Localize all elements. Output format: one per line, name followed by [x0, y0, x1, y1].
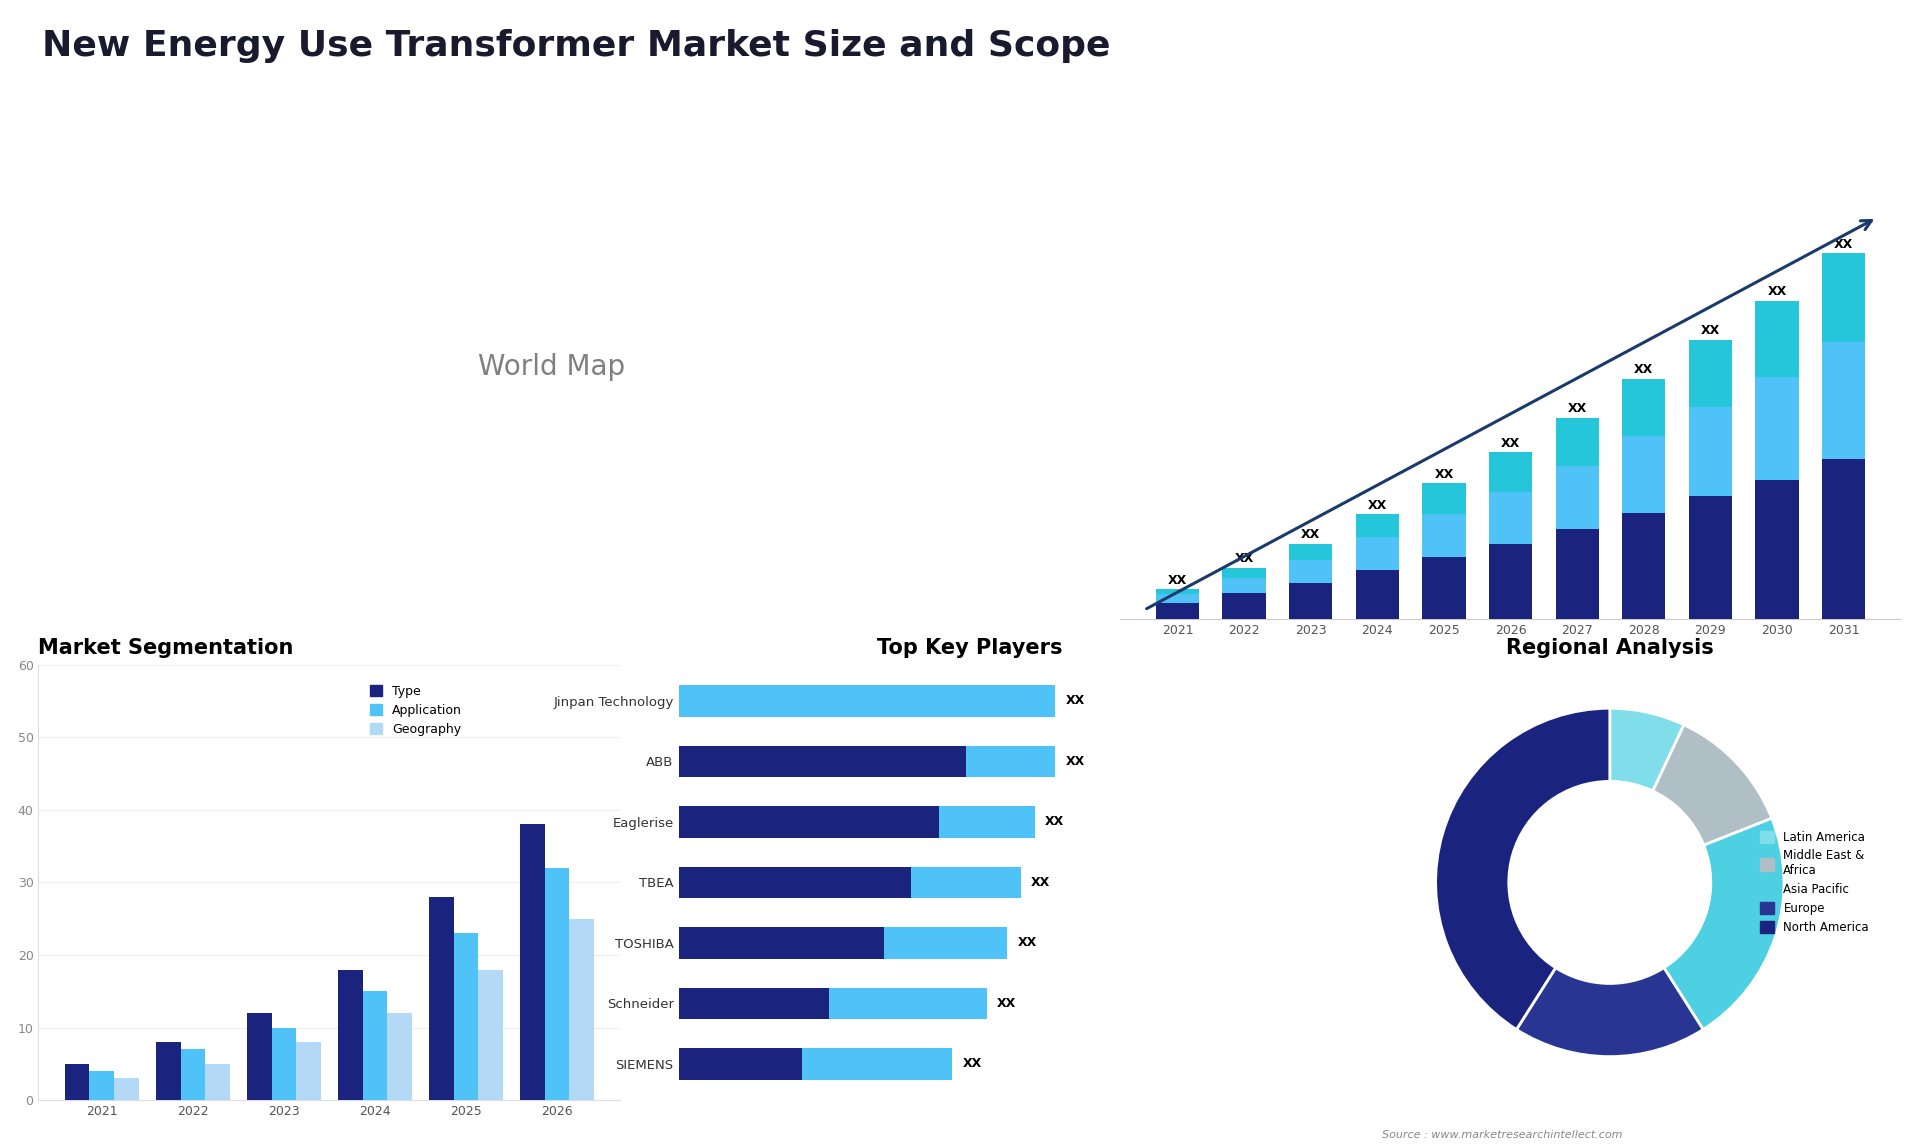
Bar [65, 1063, 90, 1100]
Bar [1555, 465, 1599, 529]
Bar [1822, 460, 1866, 619]
Bar [1822, 253, 1866, 342]
Bar [1622, 379, 1665, 437]
Bar [1488, 492, 1532, 544]
Wedge shape [1653, 724, 1772, 846]
Bar [1690, 340, 1732, 407]
Bar [296, 1042, 321, 1100]
Bar [678, 988, 829, 1019]
Text: XX: XX [1044, 816, 1064, 829]
Text: Source : www.marketresearchintellect.com: Source : www.marketresearchintellect.com [1382, 1130, 1622, 1140]
Bar [1156, 595, 1200, 603]
Text: XX: XX [1768, 285, 1788, 298]
Bar [1223, 592, 1265, 619]
Bar [1356, 537, 1400, 570]
Text: World Map: World Map [478, 353, 624, 380]
Bar [1423, 557, 1465, 619]
Legend: Latin America, Middle East &
Africa, Asia Pacific, Europe, North America: Latin America, Middle East & Africa, Asi… [1755, 826, 1874, 939]
Bar [90, 1072, 113, 1100]
Text: XX: XX [1701, 324, 1720, 337]
Title: Top Key Players: Top Key Players [877, 637, 1062, 658]
Bar [883, 927, 1008, 958]
Wedge shape [1436, 708, 1609, 1029]
Bar [1690, 496, 1732, 619]
Bar [678, 807, 939, 838]
Bar [338, 970, 363, 1100]
Bar [966, 746, 1056, 777]
Bar [829, 988, 987, 1019]
Bar [1755, 480, 1799, 619]
Bar [1288, 544, 1332, 560]
Bar [912, 866, 1021, 898]
Text: XX: XX [1302, 528, 1321, 541]
Bar [678, 746, 966, 777]
Bar [803, 1049, 952, 1080]
Text: XX: XX [1634, 363, 1653, 376]
Bar [1755, 377, 1799, 480]
Bar [478, 970, 503, 1100]
Bar [156, 1042, 180, 1100]
Bar [1356, 570, 1400, 619]
Text: XX: XX [1066, 694, 1085, 707]
Title: Regional Analysis: Regional Analysis [1505, 637, 1715, 658]
Text: XX: XX [1567, 402, 1586, 415]
Bar [1223, 568, 1265, 578]
Text: XX: XX [1031, 876, 1050, 889]
Bar [1822, 342, 1866, 460]
Text: XX: XX [1066, 755, 1085, 768]
Bar [1690, 407, 1732, 496]
Text: XX: XX [1235, 552, 1254, 565]
Bar [428, 897, 453, 1100]
Text: New Energy Use Transformer Market Size and Scope: New Energy Use Transformer Market Size a… [42, 29, 1112, 63]
Bar [1555, 418, 1599, 465]
Bar [453, 933, 478, 1100]
Bar [939, 807, 1035, 838]
Text: Market Segmentation: Market Segmentation [38, 637, 294, 658]
Bar [678, 866, 912, 898]
Bar [1488, 453, 1532, 492]
Bar [1288, 560, 1332, 583]
Bar [678, 685, 1056, 716]
Bar [1356, 515, 1400, 537]
Text: XX: XX [996, 997, 1016, 1010]
Text: XX: XX [1018, 936, 1037, 949]
Bar [1622, 512, 1665, 619]
Bar [520, 824, 545, 1100]
Wedge shape [1609, 708, 1684, 791]
Bar [1423, 515, 1465, 557]
Text: XX: XX [1834, 237, 1853, 251]
Bar [1223, 578, 1265, 592]
Bar [113, 1078, 138, 1100]
Bar [388, 1013, 411, 1100]
Text: XX: XX [1167, 573, 1187, 587]
Bar [1622, 437, 1665, 512]
Bar [678, 927, 883, 958]
Bar [1423, 484, 1465, 515]
Text: XX: XX [962, 1058, 981, 1070]
Bar [271, 1028, 296, 1100]
Bar [205, 1063, 230, 1100]
Bar [1488, 544, 1532, 619]
Text: XX: XX [1367, 499, 1386, 511]
Bar [180, 1050, 205, 1100]
Text: XX: XX [1434, 468, 1453, 480]
Bar [1555, 529, 1599, 619]
Legend: Type, Application, Geography: Type, Application, Geography [365, 680, 467, 741]
Wedge shape [1517, 967, 1703, 1057]
Bar [248, 1013, 271, 1100]
Bar [678, 1049, 803, 1080]
Bar [1156, 603, 1200, 619]
Bar [1156, 589, 1200, 595]
Bar [363, 991, 388, 1100]
Wedge shape [1665, 818, 1784, 1029]
Bar [570, 919, 593, 1100]
Bar [1288, 583, 1332, 619]
Bar [1755, 300, 1799, 377]
Text: XX: XX [1501, 437, 1521, 449]
Bar [545, 868, 570, 1100]
